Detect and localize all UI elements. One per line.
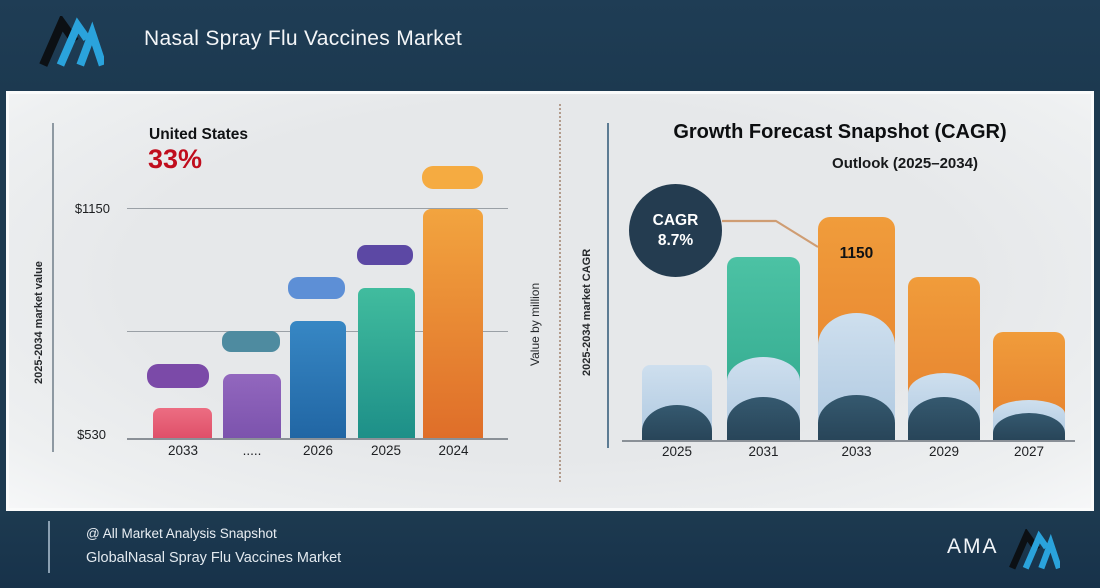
footer-ama-logo-icon bbox=[1009, 529, 1060, 570]
right-cat-2033: 2033 bbox=[841, 444, 872, 459]
right-cat-2025: 2025 bbox=[661, 444, 693, 459]
right-x-axis-line bbox=[622, 440, 1075, 442]
bar-2033 bbox=[153, 408, 212, 438]
left-tick-1150: $1150 bbox=[74, 201, 110, 216]
rbar-2033-navy bbox=[818, 395, 895, 440]
left-y-axis-label: 2025-2034 market value bbox=[33, 261, 45, 384]
rbar-2027-navy bbox=[993, 413, 1065, 440]
footer-source-line: @ All Market Analysis Snapshot bbox=[86, 526, 277, 541]
bar-dots bbox=[223, 374, 281, 438]
right-cat-2031: 2031 bbox=[748, 444, 779, 459]
ama-logo-icon bbox=[39, 16, 104, 67]
rbar-2029-navy bbox=[908, 397, 980, 440]
page-title: Nasal Spray Flu Vaccines Market bbox=[144, 27, 463, 50]
bar-2026 bbox=[290, 321, 346, 438]
footer-bar: @ All Market Analysis Snapshot GlobalNas… bbox=[0, 511, 1100, 588]
right-chart-title: Growth Forecast Snapshot (CAGR) bbox=[673, 121, 1007, 143]
bar-2025 bbox=[358, 288, 415, 438]
cagr-badge-title: CAGR bbox=[652, 211, 699, 229]
header-bar: Nasal Spray Flu Vaccines Market bbox=[0, 0, 1100, 91]
left-tick-530: $530 bbox=[77, 427, 106, 442]
rbar-2031-navy bbox=[727, 397, 800, 440]
rbar-2025-navy bbox=[642, 405, 712, 440]
section-divider bbox=[559, 104, 561, 482]
cagr-connector-line bbox=[722, 219, 819, 248]
left-gridline-1150 bbox=[127, 208, 508, 209]
value-unit-label: Value by million bbox=[528, 282, 542, 367]
cap-2024 bbox=[422, 166, 483, 189]
right-cat-2027: 2027 bbox=[1013, 444, 1045, 459]
left-x-axis-line bbox=[127, 438, 508, 440]
right-y-axis-label: 2025-2034 market CAGR bbox=[581, 248, 593, 376]
cap-2026 bbox=[288, 277, 345, 299]
cap-dots bbox=[222, 331, 280, 352]
right-chart-subtitle: Outlook (2025–2034) bbox=[832, 155, 978, 172]
rbar-2033-value-label: 1150 bbox=[839, 245, 874, 262]
left-chart-region-label: United States bbox=[149, 126, 249, 143]
left-cat-2033: 2033 bbox=[167, 443, 199, 458]
left-cat-2024: 2024 bbox=[438, 443, 469, 458]
cagr-badge-value: 8.7% bbox=[657, 232, 694, 249]
left-cat-dots: ..... bbox=[242, 443, 262, 458]
bar-2024 bbox=[423, 209, 483, 438]
footer-report-line: GlobalNasal Spray Flu Vaccines Market bbox=[86, 550, 342, 566]
cap-2025 bbox=[357, 245, 413, 265]
right-y-axis-line bbox=[607, 123, 609, 448]
left-chart-highlight-value: 33% bbox=[148, 144, 203, 174]
cap-2033 bbox=[147, 364, 209, 388]
footer-brand-text: AMA bbox=[947, 535, 999, 558]
right-cat-2029: 2029 bbox=[928, 444, 960, 459]
left-cat-2026: 2026 bbox=[302, 443, 334, 458]
cagr-badge: CAGR 8.7% bbox=[629, 184, 722, 277]
footer-divider-line bbox=[48, 521, 50, 573]
left-y-axis-line bbox=[52, 123, 54, 452]
left-cat-2025: 2025 bbox=[370, 443, 402, 458]
